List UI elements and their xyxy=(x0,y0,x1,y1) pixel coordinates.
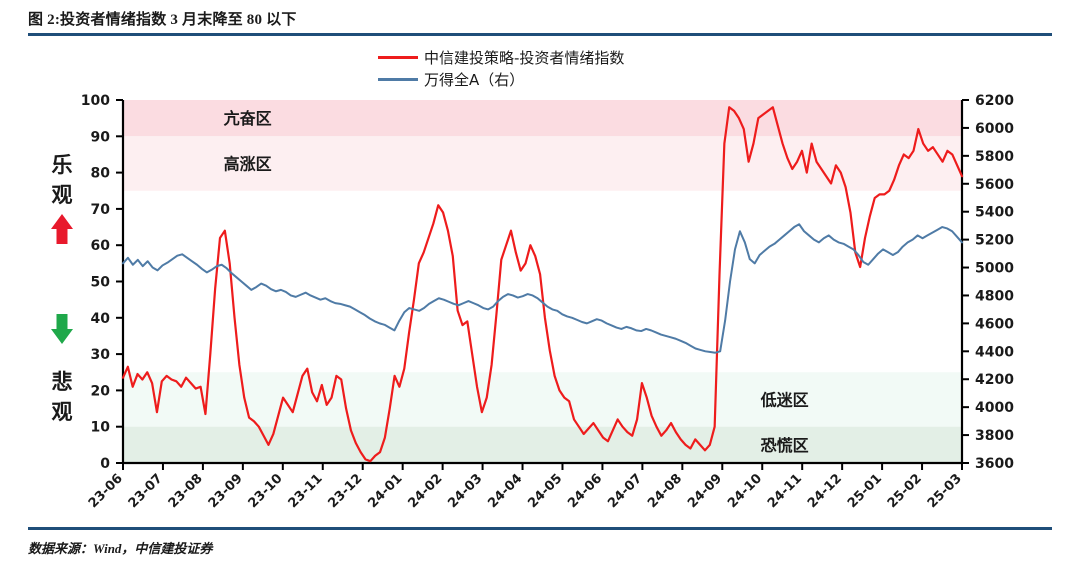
x-tick-label-20: 25-02 xyxy=(885,471,925,511)
y-tick-label-right-6: 4800 xyxy=(975,288,1014,304)
y-tick-label-right-1: 3800 xyxy=(975,428,1014,444)
y-tick-label-left-1: 10 xyxy=(91,420,111,436)
y-tick-label-right-3: 4200 xyxy=(975,372,1014,388)
legend-label-sentiment-index: 中信建投策略-投资者情绪指数 xyxy=(424,49,625,67)
x-tick-label-17: 24-11 xyxy=(765,471,805,511)
y-tick-label-left-8: 80 xyxy=(91,166,111,182)
optimistic-label-char-2: 观 xyxy=(52,183,73,207)
source-divider xyxy=(28,527,1052,530)
y-tick-label-right-13: 6200 xyxy=(975,93,1014,109)
x-tick-label-15: 24-09 xyxy=(685,471,725,511)
y-tick-label-right-11: 5800 xyxy=(975,149,1014,165)
legend-label-wind-all-a: 万得全A（右） xyxy=(424,71,525,89)
down-arrow-icon xyxy=(51,314,73,344)
y-tick-label-left-3: 30 xyxy=(91,347,111,363)
zone-band-0 xyxy=(123,100,962,137)
y-tick-label-left-10: 100 xyxy=(81,93,110,109)
x-tick-label-0: 23-06 xyxy=(86,471,126,511)
x-tick-label-3: 23-09 xyxy=(206,471,246,511)
y-tick-label-left-7: 70 xyxy=(91,202,111,218)
x-tick-label-13: 24-07 xyxy=(605,471,645,511)
zone-band-3 xyxy=(123,426,962,463)
up-arrow-icon xyxy=(51,214,73,244)
x-tick-label-9: 24-03 xyxy=(445,471,485,511)
legend-item-wind-all-a: 万得全A（右） xyxy=(378,70,624,89)
x-tick-label-7: 24-01 xyxy=(365,471,405,511)
y-tick-label-right-0: 3600 xyxy=(975,456,1014,472)
y-tick-label-right-8: 5200 xyxy=(975,233,1014,249)
y-tick-label-left-2: 20 xyxy=(91,383,111,399)
x-tick-label-21: 25-03 xyxy=(925,471,965,511)
x-tick-label-5: 23-11 xyxy=(286,471,326,511)
y-tick-label-right-4: 4400 xyxy=(975,344,1014,360)
series-line-sentiment-index xyxy=(121,106,964,463)
y-tick-label-right-2: 4000 xyxy=(975,400,1014,416)
pessimistic-label-char-2: 观 xyxy=(52,400,73,424)
x-tick-label-11: 24-05 xyxy=(525,471,565,511)
x-tick-label-19: 25-01 xyxy=(845,471,885,511)
y-tick-label-right-12: 6000 xyxy=(975,121,1014,137)
title-divider xyxy=(28,33,1052,36)
down-arrow-shape xyxy=(51,314,73,344)
zone-band-2 xyxy=(123,372,962,427)
y-tick-label-left-4: 40 xyxy=(91,311,111,327)
zone-label-1: 高涨区 xyxy=(224,155,272,174)
zone-label-2: 低迷区 xyxy=(760,390,809,409)
y-tick-label-right-7: 5000 xyxy=(975,261,1014,277)
y-tick-label-left-9: 90 xyxy=(91,129,111,145)
y-tick-label-right-5: 4600 xyxy=(975,316,1014,332)
x-tick-label-1: 23-07 xyxy=(126,471,166,511)
x-tick-label-10: 24-04 xyxy=(485,471,525,511)
x-tick-label-18: 24-12 xyxy=(805,471,845,511)
up-arrow-shape xyxy=(51,214,73,244)
x-tick-label-6: 23-12 xyxy=(326,471,366,511)
y-tick-label-left-0: 0 xyxy=(100,456,110,472)
zone-band-1 xyxy=(123,136,962,191)
x-tick-label-12: 24-06 xyxy=(565,471,605,511)
legend-swatch-red xyxy=(378,56,418,59)
figure-source: 数据来源：Wind，中信建投证券 xyxy=(28,541,213,556)
pessimistic-label-char-1: 悲 xyxy=(52,370,73,394)
series-line-wind-all-a xyxy=(122,223,963,354)
optimistic-label-char-1: 乐 xyxy=(52,153,73,177)
x-tick-label-14: 24-08 xyxy=(645,471,685,511)
y-tick-label-right-10: 5600 xyxy=(975,177,1014,193)
x-tick-label-4: 23-10 xyxy=(246,471,286,511)
y-tick-label-right-9: 5400 xyxy=(975,205,1014,221)
x-tick-label-16: 24-10 xyxy=(725,471,765,511)
chart-legend: 中信建投策略-投资者情绪指数 万得全A（右） xyxy=(378,48,624,89)
figure-title: 图 2:投资者情绪指数 3 月末降至 80 以下 xyxy=(28,12,297,28)
zone-label-3: 恐慌区 xyxy=(761,436,809,455)
legend-item-sentiment-index: 中信建投策略-投资者情绪指数 xyxy=(378,48,624,67)
y-tick-label-left-5: 50 xyxy=(91,275,111,291)
zone-label-0: 亢奋区 xyxy=(224,109,272,128)
y-tick-label-left-6: 60 xyxy=(91,238,111,254)
legend-swatch-blue xyxy=(378,78,418,81)
x-tick-label-2: 23-08 xyxy=(166,471,206,511)
x-tick-label-8: 24-02 xyxy=(405,471,445,511)
